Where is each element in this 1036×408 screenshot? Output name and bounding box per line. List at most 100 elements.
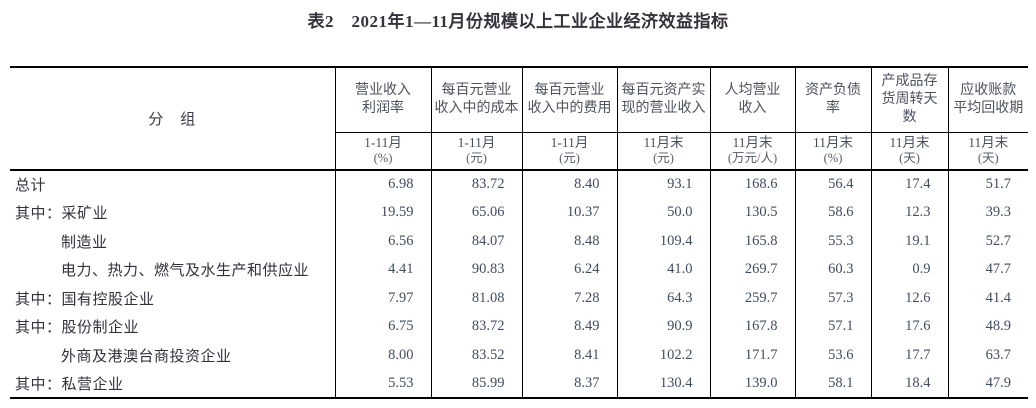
column-subheader-7: 11月末 (天) — [947, 132, 1028, 171]
cell-value: 6.98 — [334, 170, 431, 199]
row-label: 其中：国有控股企业 — [10, 284, 335, 313]
cell-value: 17.6 — [870, 312, 948, 341]
cell-value: 10.37 — [521, 198, 617, 227]
cell-value: 12.3 — [870, 198, 948, 227]
economic-indicators-table: 分 组 营业收入 利润率 每百元营业 收入中的成本 每百元营业 收入中的费用 每百元资… — [10, 66, 1028, 399]
row-label: 其中：私营企业 — [10, 370, 335, 399]
cell-value: 259.7 — [709, 284, 795, 313]
column-subheader-3: 11月末 (元) — [616, 132, 710, 171]
row-label-text: 国有控股企业 — [61, 291, 155, 308]
cell-value: 57.1 — [794, 312, 871, 341]
column-header-group: 分 组 — [10, 67, 335, 171]
cell-value: 269.7 — [709, 255, 795, 284]
cell-value: 41.4 — [947, 284, 1028, 313]
table-row: 外商及港澳台商投资企业 8.00 83.52 8.41 102.2 171.7 53.6 17… — [10, 341, 1028, 370]
cell-value: 17.4 — [870, 170, 948, 199]
unit-label: (天) — [977, 151, 999, 166]
cell-value: 57.3 — [794, 284, 871, 313]
cell-value: 85.99 — [430, 369, 522, 398]
cell-value: 90.9 — [616, 312, 710, 341]
table-row: 电力、热力、燃气及水生产和供应业 4.41 90.83 6.24 41.0 269.7 60… — [10, 255, 1028, 285]
cell-value: 6.24 — [521, 255, 617, 284]
row-label-text: 股份制企业 — [61, 320, 140, 337]
cell-value: 4.41 — [334, 255, 431, 284]
page-title: 表2 2021年1—11月份规模以上工业企业经济效益指标 — [307, 12, 729, 31]
cell-value: 130.5 — [709, 198, 795, 227]
column-subheader-0: 1-11月 (%) — [334, 132, 431, 171]
unit-label: (元) — [466, 151, 487, 166]
cell-value: 130.4 — [616, 369, 710, 398]
table-body: 总计 6.98 83.72 8.40 93.1 168.6 56.4 17.4 51.7 其中：采… — [10, 170, 1028, 398]
unit-label: (元) — [653, 151, 674, 166]
cell-value: 165.8 — [709, 227, 795, 256]
cell-value: 53.6 — [794, 341, 871, 370]
cell-value: 47.9 — [947, 369, 1028, 398]
table-row: 其中：国有控股企业 7.97 81.08 7.28 64.3 259.7 57.3 12.6 4… — [10, 284, 1028, 313]
row-prefix: 其中： — [15, 376, 62, 393]
period-label: 11月末 — [732, 135, 773, 151]
cell-value: 109.4 — [616, 227, 710, 256]
column-header-5: 资产负债 率 — [794, 67, 871, 133]
column-subheader-5: 11月末 (%) — [794, 132, 871, 171]
row-label-text: 外商及港澳台商投资企业 — [61, 348, 232, 365]
unit-label: (元) — [559, 151, 580, 166]
unit-label: (%) — [823, 151, 843, 166]
column-header-0: 营业收入 利润率 — [334, 67, 431, 133]
column-header-4: 人均营业 收入 — [709, 67, 795, 133]
table-row: 其中：采矿业 19.59 65.06 10.37 50.0 130.5 58.6 12.3 39… — [10, 198, 1028, 228]
column-subheader-4: 11月末 (万元/人) — [709, 132, 795, 171]
row-prefix: 其中： — [15, 206, 62, 223]
cell-value: 8.41 — [521, 341, 617, 370]
cell-value: 7.97 — [334, 284, 431, 313]
period-label: 1-11月 — [364, 135, 402, 151]
cell-value: 18.4 — [870, 369, 948, 398]
cell-value: 39.3 — [947, 198, 1028, 227]
column-header-7: 应收账款 平均回收期 — [947, 67, 1028, 133]
cell-value: 55.3 — [794, 227, 871, 256]
cell-value: 5.53 — [334, 369, 431, 398]
table-row: 总计 6.98 83.72 8.40 93.1 168.6 56.4 17.4 51.7 — [10, 170, 1028, 199]
row-label-text: 总计 — [15, 178, 47, 195]
header-row-metrics: 分 组 营业收入 利润率 每百元营业 收入中的成本 每百元营业 收入中的费用 每百元资… — [10, 67, 1028, 171]
cell-value: 6.56 — [334, 227, 431, 256]
period-label: 11月末 — [968, 135, 1009, 151]
cell-value: 8.37 — [521, 369, 617, 398]
cell-value: 93.1 — [616, 170, 710, 199]
cell-value: 58.6 — [794, 198, 871, 227]
column-subheader-1: 1-11月 (元) — [430, 132, 522, 171]
period-label: 11月末 — [643, 135, 684, 151]
cell-value: 63.7 — [947, 341, 1028, 370]
cell-value: 102.2 — [616, 341, 710, 370]
row-label: 其中：股份制企业 — [10, 313, 335, 342]
cell-value: 19.59 — [334, 198, 431, 227]
cell-value: 7.28 — [521, 284, 617, 313]
header-row-periods: 1-11月 (%) 1-11月 (元) 1-11月 (元) 11月末 (元) 11月末 (万元/人… — [10, 132, 1028, 171]
row-label-text: 私营企业 — [61, 376, 124, 393]
cell-value: 19.1 — [870, 227, 948, 256]
row-label: 制造业 — [10, 227, 335, 256]
cell-value: 167.8 — [709, 312, 795, 341]
period-label: 11月末 — [889, 135, 930, 151]
cell-value: 47.7 — [947, 255, 1028, 284]
row-label-text: 电力、热力、燃气及水生产和供应业 — [61, 263, 310, 280]
row-label: 电力、热力、燃气及水生产和供应业 — [10, 256, 335, 285]
table-row: 其中：股份制企业 6.75 83.72 8.49 90.9 167.8 57.1 17.6 48… — [10, 312, 1028, 342]
column-header-3: 每百元资产实 现的营业收入 — [616, 67, 710, 133]
cell-value: 56.4 — [794, 170, 871, 199]
unit-label: (天) — [899, 151, 920, 166]
row-prefix: 其中： — [15, 291, 62, 308]
period-label: 11月末 — [813, 135, 853, 151]
cell-value: 17.7 — [870, 341, 948, 370]
cell-value: 8.48 — [521, 227, 617, 256]
cell-value: 8.40 — [521, 170, 617, 199]
cell-value: 168.6 — [709, 170, 795, 199]
column-header-6: 产成品存 货周转天 数 — [870, 67, 948, 133]
cell-value: 60.3 — [794, 255, 871, 284]
table-header: 分 组 营业收入 利润率 每百元营业 收入中的成本 每百元营业 收入中的费用 每百元资… — [10, 67, 1028, 171]
cell-value: 48.9 — [947, 312, 1028, 341]
cell-value: 58.1 — [794, 369, 871, 398]
table-row: 制造业 6.56 84.07 8.48 109.4 165.8 55.3 19.1 52.7 — [10, 227, 1028, 256]
cell-value: 90.83 — [430, 255, 522, 284]
period-label: 1-11月 — [457, 135, 496, 151]
row-label: 其中：采矿业 — [10, 199, 335, 228]
